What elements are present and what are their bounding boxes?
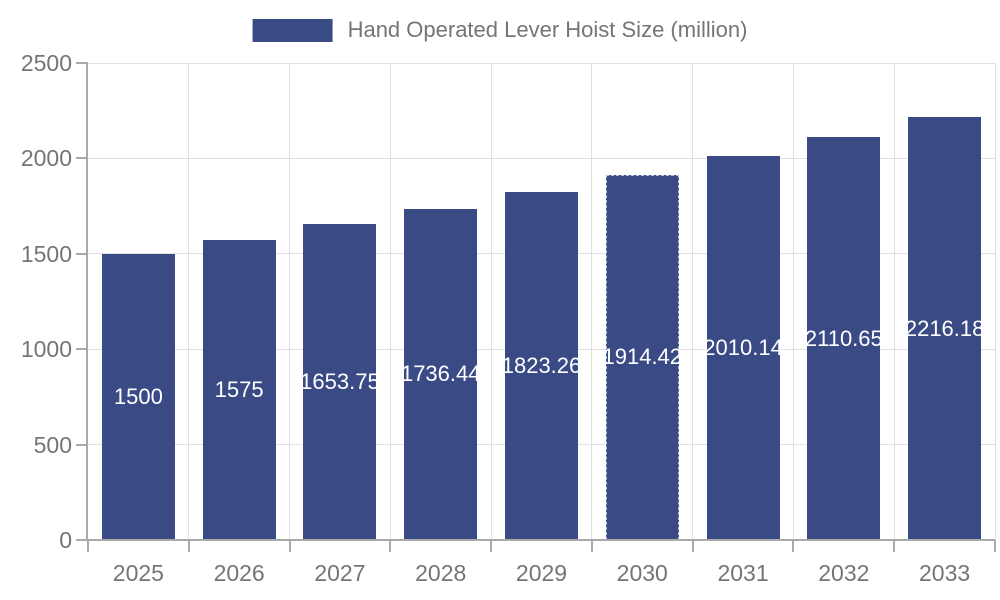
bar-value-label: 2216.18 bbox=[904, 315, 985, 341]
x-tick-label: 2030 bbox=[616, 560, 668, 586]
x-tick-label: 2033 bbox=[919, 560, 971, 586]
bar-value-label: 1823.26 bbox=[501, 353, 582, 379]
grid-line-vertical bbox=[289, 63, 291, 540]
y-tick-label: 2000 bbox=[20, 145, 72, 172]
bar bbox=[706, 156, 780, 540]
x-axis-tick bbox=[994, 540, 996, 552]
x-tick-label: 2029 bbox=[515, 560, 568, 586]
grid-line-vertical bbox=[490, 63, 492, 540]
grid-line-vertical bbox=[591, 63, 593, 540]
legend-label: Hand Operated Lever Hoist Size (million) bbox=[347, 17, 748, 42]
x-axis-tick bbox=[590, 540, 593, 552]
y-tick-label: 1000 bbox=[20, 336, 72, 363]
bar-value-label: 2010.14 bbox=[703, 335, 783, 361]
x-axis-tick bbox=[490, 540, 493, 552]
grid-line-horizontal bbox=[88, 62, 995, 64]
y-axis-tick bbox=[76, 539, 88, 541]
x-tick-label: 2026 bbox=[213, 560, 265, 586]
x-axis-tick bbox=[389, 540, 392, 552]
y-tick-label: 0 bbox=[59, 527, 72, 553]
x-axis-line bbox=[86, 539, 995, 541]
bar bbox=[505, 192, 578, 540]
bar-value-label: 1914.42 bbox=[602, 344, 683, 370]
x-axis-tick bbox=[187, 540, 190, 552]
y-tick-label: 500 bbox=[33, 431, 72, 458]
bar-value-label: 1736.44 bbox=[400, 361, 481, 387]
x-axis-tick bbox=[288, 540, 291, 552]
grid-line-vertical bbox=[389, 63, 391, 540]
y-axis-line bbox=[86, 63, 88, 540]
x-axis-tick bbox=[87, 540, 89, 552]
y-tick-label: 2500 bbox=[20, 50, 72, 76]
y-axis-tick bbox=[76, 443, 88, 446]
bar bbox=[807, 137, 881, 540]
x-axis-tick bbox=[792, 540, 795, 552]
bar bbox=[404, 208, 478, 540]
bar-value-label: 1575 bbox=[214, 376, 264, 402]
grid-line-vertical bbox=[994, 63, 996, 540]
grid-line-vertical bbox=[188, 63, 190, 540]
y-axis-tick bbox=[76, 348, 88, 351]
legend-swatch bbox=[252, 18, 333, 42]
bar-value-label: 1653.75 bbox=[300, 369, 380, 395]
x-tick-label: 2032 bbox=[818, 560, 870, 586]
grid-line-vertical bbox=[692, 63, 694, 540]
x-tick-label: 2025 bbox=[112, 560, 164, 586]
x-axis-tick bbox=[893, 540, 896, 552]
grid-line-horizontal bbox=[88, 157, 995, 159]
bar-value-label: 2110.65 bbox=[804, 325, 883, 351]
bar bbox=[101, 253, 175, 540]
x-tick-label: 2027 bbox=[314, 560, 366, 586]
bar bbox=[605, 174, 679, 540]
y-axis-tick bbox=[76, 252, 88, 255]
bar bbox=[303, 224, 377, 540]
y-axis-tick bbox=[76, 157, 88, 160]
grid-line-vertical bbox=[893, 63, 895, 540]
plot-area: 1500 1575 1653.75 1736.44 1823.26 1914.42 2010… bbox=[88, 62, 996, 540]
bar bbox=[202, 239, 276, 540]
bar-value-label: 1500 bbox=[113, 383, 163, 409]
x-tick-label: 2028 bbox=[415, 560, 467, 586]
grid-line-vertical bbox=[792, 63, 794, 540]
x-tick-label: 2031 bbox=[717, 560, 769, 586]
y-axis-tick bbox=[76, 62, 88, 64]
bar bbox=[908, 117, 982, 540]
x-axis-tick bbox=[691, 540, 694, 552]
legend-item[interactable]: Hand Operated Lever Hoist Size (million) bbox=[252, 17, 748, 43]
y-tick-label: 1500 bbox=[20, 240, 72, 267]
